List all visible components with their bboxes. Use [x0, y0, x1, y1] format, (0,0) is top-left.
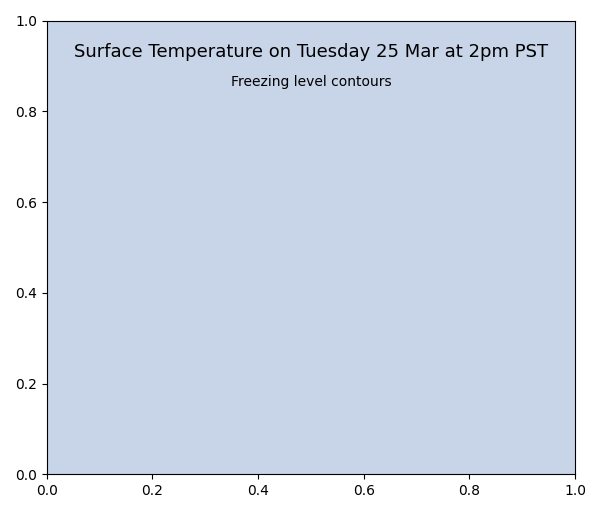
Text: Freezing level contours: Freezing level contours [231, 75, 391, 89]
Text: Surface Temperature on Tuesday 25 Mar at 2pm PST: Surface Temperature on Tuesday 25 Mar at… [74, 43, 548, 61]
